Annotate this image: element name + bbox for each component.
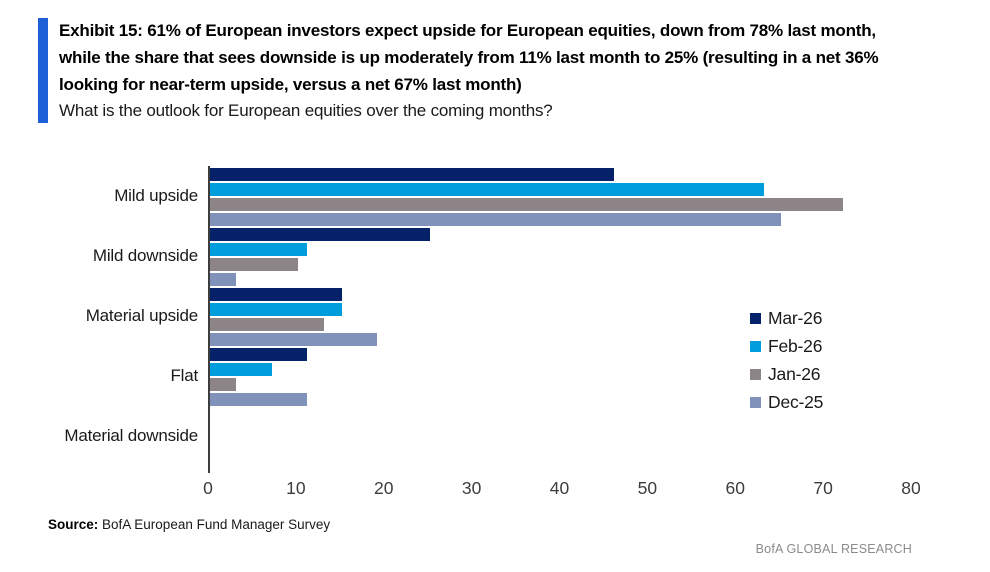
bar-mar-26 <box>210 348 307 361</box>
legend-entry: Jan-26 <box>750 360 823 388</box>
footer-brand: BofA GLOBAL RESEARCH <box>755 542 912 556</box>
x-tick-label: 40 <box>549 478 570 498</box>
legend-entry: Feb-26 <box>750 332 823 360</box>
legend-swatch-icon <box>750 396 761 408</box>
bar-jan-26 <box>210 198 843 211</box>
bar-feb-26 <box>210 243 307 256</box>
bar-mar-26 <box>210 288 342 301</box>
x-axis: 0 10 20 30 40 50 60 70 80 <box>203 478 921 504</box>
x-tick-label: 70 <box>813 478 833 498</box>
x-tick-label: 0 <box>203 478 213 498</box>
source-text: BofA European Fund Manager Survey <box>98 517 331 532</box>
exhibit-subtitle: What is the outlook for European equitie… <box>59 100 553 120</box>
legend-label: Mar-26 <box>768 307 823 328</box>
bar-jan-26 <box>210 318 325 331</box>
bar-group <box>210 166 913 226</box>
legend-label: Jan-26 <box>768 363 821 384</box>
legend-swatch-icon <box>750 368 761 380</box>
bar-dec-25 <box>210 393 307 406</box>
bar-feb-26 <box>210 303 342 316</box>
bar-dec-25 <box>210 273 237 286</box>
category-axis-labels: Mild upside Mild downside Material upside F… <box>0 166 208 466</box>
x-tick-label: 80 <box>901 478 921 498</box>
bar-jan-26 <box>210 378 237 391</box>
bar-group <box>210 346 913 406</box>
bar-mar-26 <box>210 228 430 241</box>
category-label: Mild upside <box>114 186 198 205</box>
x-tick-label: 20 <box>374 478 394 498</box>
category-label: Flat <box>170 366 198 385</box>
category-label: Material downside <box>64 426 198 445</box>
bar-group <box>210 286 913 346</box>
bar-dec-25 <box>210 333 377 346</box>
bar-chart: Mild upside Mild downside Material upside F… <box>0 166 990 498</box>
bar-mar-26 <box>210 168 615 181</box>
legend-label: Dec-25 <box>768 391 824 412</box>
legend-swatch-icon <box>750 340 761 352</box>
plot-area: Mar-26 Feb-26 Jan-26 Dec-25 <box>208 166 913 473</box>
legend-label: Feb-26 <box>768 335 823 356</box>
x-tick-label: 60 <box>725 478 745 498</box>
x-tick-label: 50 <box>637 478 658 498</box>
zero-tick-mark <box>208 466 210 473</box>
legend-entry: Mar-26 <box>750 304 823 332</box>
bar-jan-26 <box>210 258 298 271</box>
legend-entry: Dec-25 <box>750 388 823 416</box>
bar-dec-25 <box>210 213 782 226</box>
bar-group <box>210 226 913 286</box>
x-tick-label: 30 <box>461 478 482 498</box>
source-label: Source: <box>48 517 99 532</box>
chart-legend: Mar-26 Feb-26 Jan-26 Dec-25 <box>750 304 823 416</box>
x-tick-label: 10 <box>286 478 306 498</box>
bar-feb-26 <box>210 363 272 376</box>
bar-feb-26 <box>210 183 764 196</box>
source-line: Source: BofA European Fund Manager Surve… <box>48 517 330 532</box>
legend-swatch-icon <box>750 312 761 324</box>
category-label: Material upside <box>85 306 198 325</box>
exhibit-title: Exhibit 15: 61% of European investors ex… <box>59 21 879 94</box>
category-label: Mild downside <box>92 246 198 265</box>
exhibit-header: Exhibit 15: 61% of European investors ex… <box>38 18 915 124</box>
